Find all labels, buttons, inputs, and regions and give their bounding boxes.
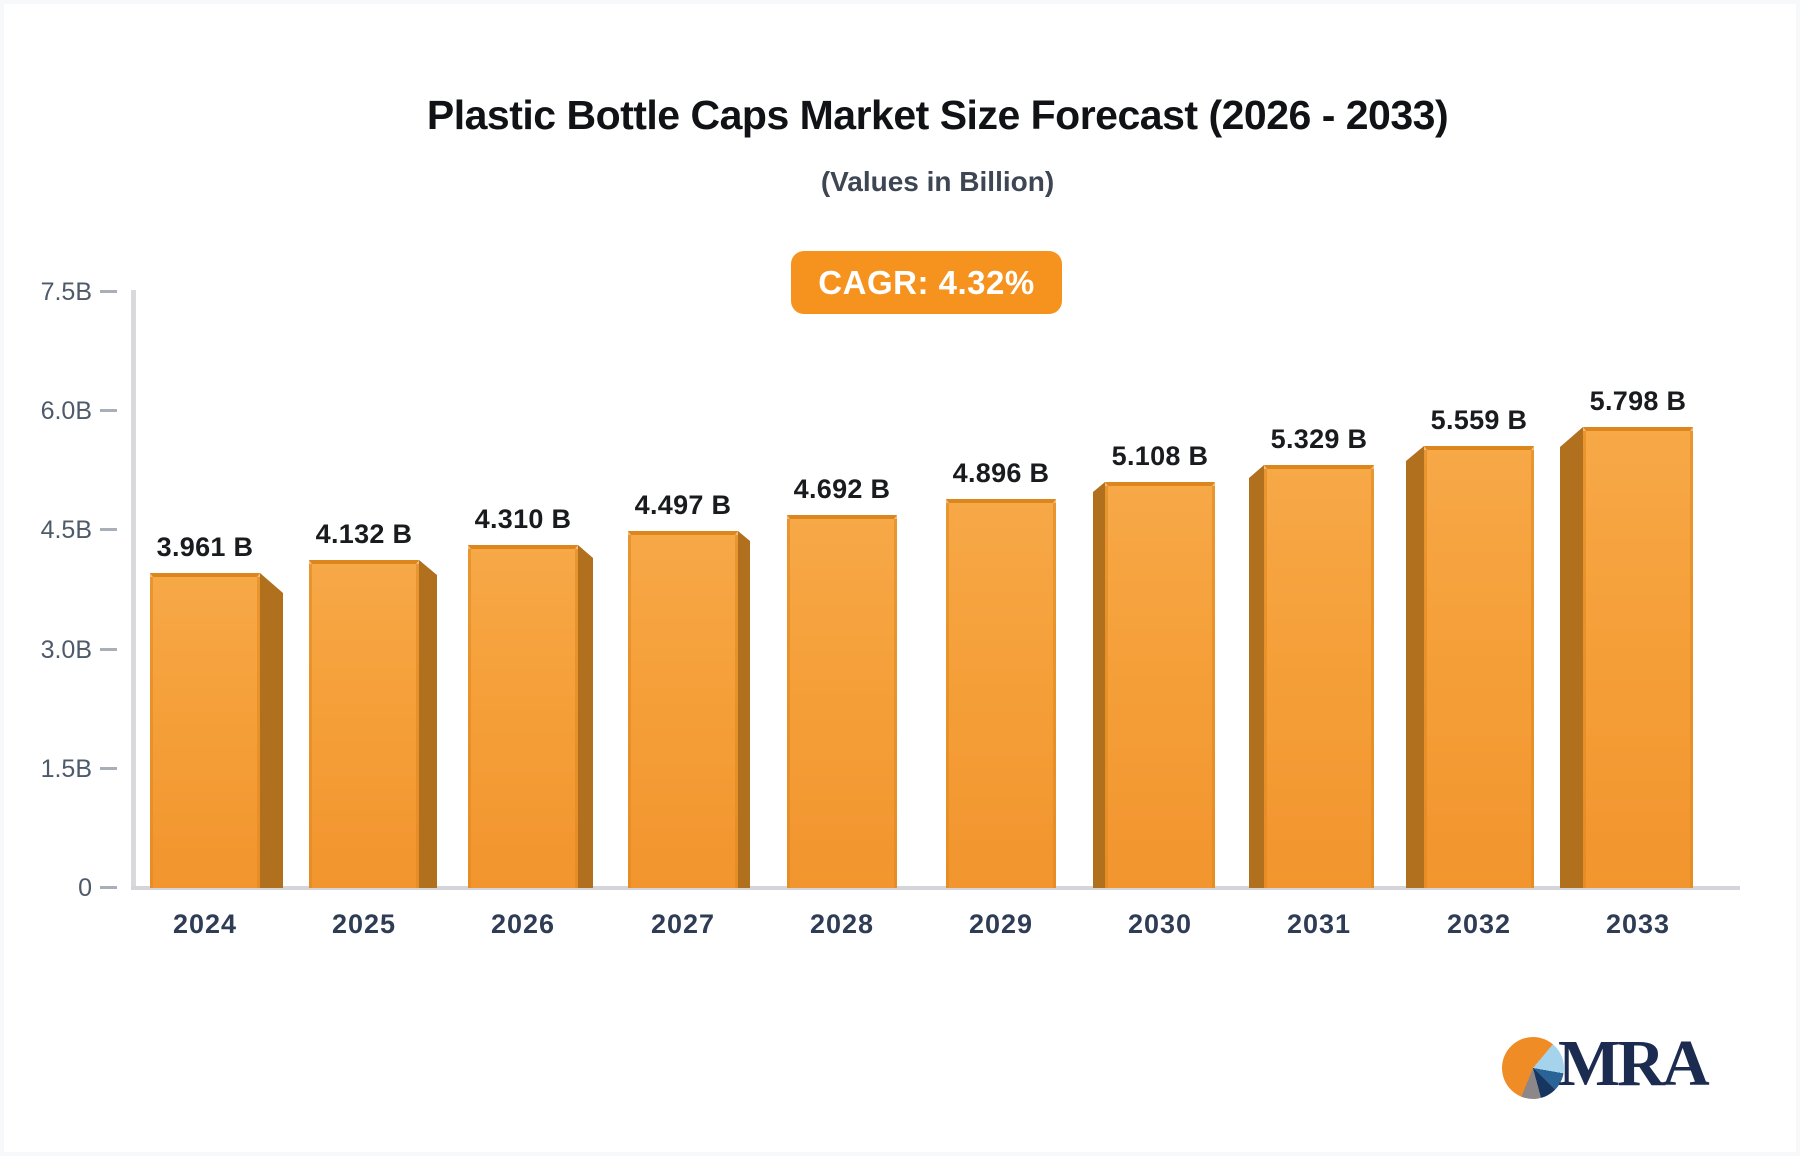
- y-tick-dash: [100, 886, 117, 889]
- y-tick-dash: [100, 290, 117, 293]
- bar-3d-side: [1093, 482, 1105, 888]
- bar-value-label: 5.559 B: [1430, 405, 1528, 435]
- bar-value-label: 5.798 B: [1589, 386, 1687, 416]
- bar-2026: [468, 545, 578, 888]
- x-tick-label: 2027: [650, 909, 716, 939]
- y-tick-label: 4.5B: [40, 516, 92, 545]
- x-tick-label: 2024: [172, 909, 238, 939]
- bar-2029: [946, 499, 1056, 888]
- bar-3d-side: [1406, 446, 1424, 888]
- x-tick-label: 2029: [968, 909, 1034, 939]
- bar-3d-side: [738, 531, 750, 888]
- y-axis-line: [131, 290, 136, 888]
- x-tick-label: 2032: [1446, 909, 1512, 939]
- bar-value-label: 3.961 B: [156, 532, 254, 562]
- x-tick-label: 2030: [1127, 909, 1193, 939]
- y-tick-dash: [100, 409, 117, 413]
- bar-2031: [1264, 465, 1374, 888]
- x-axis-line: [131, 886, 1740, 890]
- bar-value-label: 4.310 B: [474, 504, 572, 534]
- y-tick-dash: [100, 528, 117, 532]
- y-tick-label: 7.5B: [40, 278, 92, 306]
- bar-2032: [1424, 446, 1534, 888]
- bar-2024: [150, 573, 260, 888]
- y-tick-dash: [100, 647, 117, 651]
- x-tick-label: 2026: [490, 909, 556, 939]
- bar-value-label: 4.692 B: [793, 474, 891, 504]
- bar-3d-side: [578, 545, 593, 888]
- bar-value-label: 5.329 B: [1270, 424, 1368, 454]
- y-tick-label: 6.0B: [40, 397, 92, 426]
- bar-3d-side: [419, 560, 437, 888]
- bar-value-label: 4.497 B: [634, 490, 732, 520]
- bar-value-label: 4.896 B: [952, 458, 1050, 488]
- bar-2027: [628, 531, 738, 888]
- bar-value-label: 4.132 B: [315, 519, 413, 549]
- bar-3d-side: [260, 573, 283, 888]
- x-tick-label: 2025: [331, 909, 397, 939]
- bar-3d-side: [1560, 427, 1583, 888]
- brand-logo: MRA: [1502, 1026, 1762, 1106]
- bar-2030: [1105, 482, 1215, 888]
- x-tick-label: 2031: [1286, 909, 1352, 939]
- bar-2028: [787, 515, 897, 888]
- bar-value-label: 5.108 B: [1111, 441, 1209, 471]
- bar-3d-side: [1249, 465, 1264, 888]
- y-tick-label: 1.5B: [40, 754, 92, 783]
- y-tick-label: 3.0B: [40, 635, 92, 664]
- logo-text: MRA: [1558, 1027, 1710, 1100]
- x-tick-label: 2028: [809, 909, 875, 939]
- pie-chart-icon: [1502, 1037, 1564, 1099]
- page-title: Plastic Bottle Caps Market Size Forecast…: [426, 92, 1449, 138]
- x-tick-label: 2033: [1605, 909, 1671, 939]
- y-tick-label: 0: [78, 874, 92, 902]
- page-subtitle: (Values in Billion): [820, 166, 1055, 197]
- bar-2033: [1583, 427, 1693, 888]
- bar-2025: [309, 560, 419, 888]
- cagr-badge: CAGR: 4.32%: [791, 251, 1062, 314]
- y-tick-dash: [100, 766, 117, 770]
